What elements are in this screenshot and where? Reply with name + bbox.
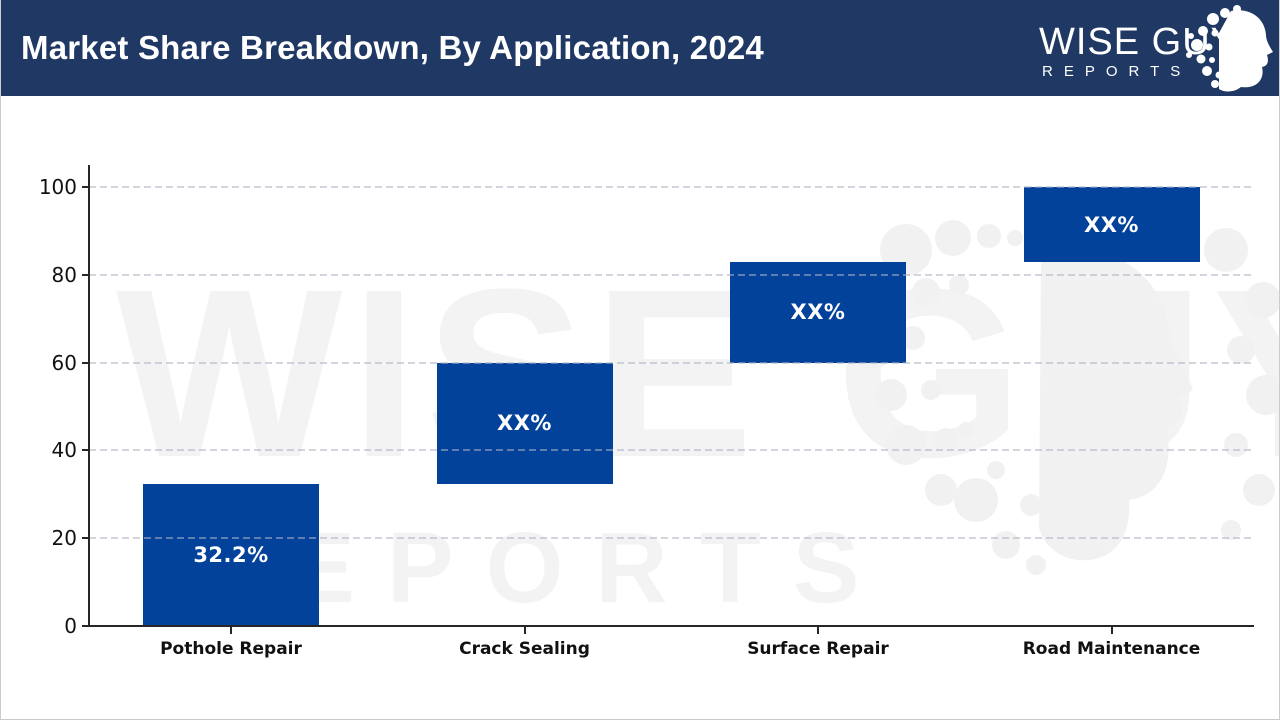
y-tick-60 bbox=[82, 361, 89, 364]
bar-value-label-surface-repair: XX% bbox=[790, 300, 846, 325]
gridline-100 bbox=[89, 186, 1254, 189]
y-tick-label-0: 0 bbox=[64, 613, 77, 638]
x-tick-pothole-repair bbox=[230, 627, 232, 634]
bar-value-label-crack-sealing: XX% bbox=[497, 411, 552, 436]
bar-surface-repair: XX% bbox=[730, 261, 906, 363]
y-tick-label-20: 20 bbox=[51, 525, 77, 550]
bar-pothole-repair: 32.2% bbox=[143, 484, 319, 626]
category-label-surface-repair: Surface Repair bbox=[747, 639, 889, 659]
bar-value-label-pothole-repair: 32.2% bbox=[193, 542, 269, 567]
gridline-40 bbox=[89, 449, 1254, 452]
logo-subtitle: REPORTS bbox=[1042, 63, 1192, 80]
y-tick-0 bbox=[82, 624, 89, 627]
y-tick-20 bbox=[82, 536, 89, 539]
category-label-crack-sealing: Crack Sealing bbox=[459, 639, 590, 659]
category-label-pothole-repair: Pothole Repair bbox=[160, 639, 302, 659]
bar-road-maintenance: XX% bbox=[1023, 187, 1200, 262]
wiseguy-head-icon bbox=[1186, 5, 1273, 92]
header-bar: Market Share Breakdown, By Application, … bbox=[1, 0, 1279, 96]
gridline-20 bbox=[89, 536, 1254, 539]
y-tick-100 bbox=[82, 186, 89, 189]
x-tick-road-maintenance bbox=[1110, 627, 1113, 634]
y-tick-label-60: 60 bbox=[51, 350, 77, 375]
y-tick-label-100: 100 bbox=[38, 175, 77, 200]
y-tick-label-80: 80 bbox=[51, 262, 77, 287]
chart-title: Market Share Breakdown, By Application, … bbox=[21, 29, 764, 66]
bar-crack-sealing: XX% bbox=[436, 362, 613, 485]
category-label-road-maintenance: Road Maintenance bbox=[1022, 639, 1201, 659]
x-axis-line bbox=[88, 624, 1254, 627]
x-tick-surface-repair bbox=[817, 627, 819, 634]
y-axis-line bbox=[88, 165, 90, 627]
y-tick-80 bbox=[82, 273, 89, 276]
bar-value-label-road-maintenance: XX% bbox=[1084, 212, 1139, 237]
gridline-60 bbox=[89, 361, 1254, 364]
x-tick-crack-sealing bbox=[523, 627, 526, 634]
y-tick-label-40: 40 bbox=[51, 438, 77, 463]
y-tick-40 bbox=[82, 449, 89, 452]
gridline-80 bbox=[89, 273, 1254, 276]
